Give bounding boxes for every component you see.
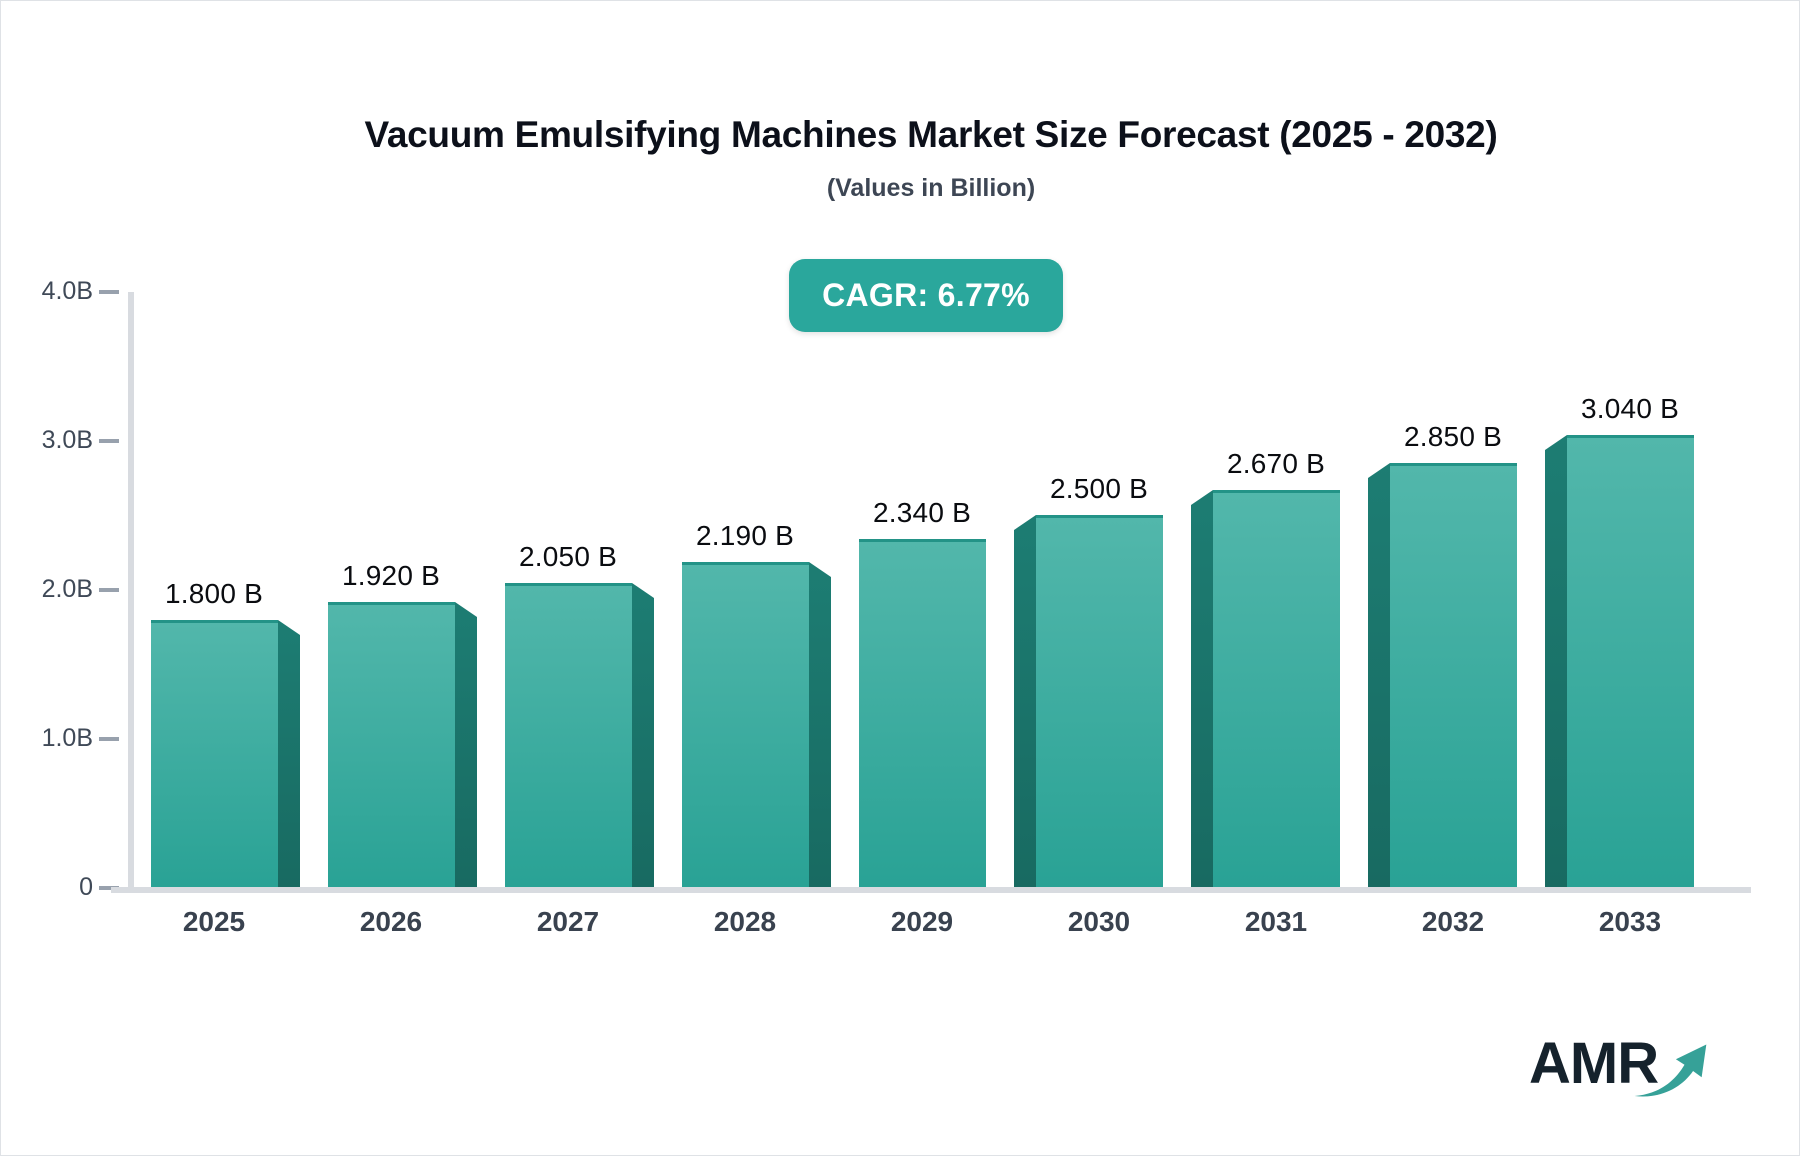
chart-subtitle: (Values in Billion) xyxy=(826,174,1036,202)
bar xyxy=(1036,515,1163,888)
x-axis-label: 2031 xyxy=(1244,906,1308,937)
bar-side-face xyxy=(1014,515,1036,888)
y-axis-tick xyxy=(99,737,119,741)
bar-value-label: 2.670 B xyxy=(1227,448,1325,479)
y-axis-tick-label: 0 xyxy=(79,873,93,901)
bar-side-face xyxy=(278,620,300,888)
x-axis-label: 2030 xyxy=(1067,906,1131,937)
y-axis-tick xyxy=(99,588,119,592)
bar-value-label: 2.190 B xyxy=(696,520,794,551)
amr-logo: AMR xyxy=(1529,1033,1719,1117)
chart-header: Vacuum Emulsifying Machines Market Size … xyxy=(61,1,1799,205)
x-axis-label: 2032 xyxy=(1421,906,1485,937)
bar-value-label: 2.500 B xyxy=(1050,473,1148,504)
bar xyxy=(859,539,986,888)
y-axis-tick-label: 1.0B xyxy=(41,724,93,752)
bar-value-label: 3.040 B xyxy=(1581,393,1679,424)
bar-value-label: 2.340 B xyxy=(873,497,971,528)
bar-value-label: 2.850 B xyxy=(1404,421,1502,452)
x-axis-label: 2026 xyxy=(359,906,423,937)
amr-logo-text: AMR xyxy=(1529,1031,1659,1096)
x-axis-label: 2025 xyxy=(182,906,246,937)
bar xyxy=(151,620,278,888)
bar xyxy=(1390,463,1517,888)
cagr-badge: CAGR: 6.77% xyxy=(789,259,1063,332)
bar-value-label: 2.050 B xyxy=(519,541,617,572)
y-axis-tick-label: 3.0B xyxy=(41,426,93,454)
chart-title: Vacuum Emulsifying Machines Market Size … xyxy=(364,114,1498,155)
bar-value-label: 1.800 B xyxy=(165,578,263,609)
bar-side-face xyxy=(1545,435,1567,888)
x-axis-line xyxy=(111,887,1751,893)
bar-side-face xyxy=(455,602,477,888)
cagr-badge-label: CAGR: 6.77% xyxy=(822,277,1030,313)
x-axis-label: 2033 xyxy=(1598,906,1662,937)
x-axis-label: 2027 xyxy=(536,906,600,937)
bar xyxy=(505,583,632,888)
bar-side-face xyxy=(632,583,654,888)
y-axis-line xyxy=(128,292,134,893)
bar-value-label: 1.920 B xyxy=(342,560,440,591)
bar xyxy=(1213,490,1340,888)
y-axis-tick-label: 2.0B xyxy=(41,575,93,603)
bar xyxy=(682,562,809,888)
bar-side-face xyxy=(809,562,831,888)
x-axis-label: 2028 xyxy=(713,906,777,937)
y-axis-tick xyxy=(99,886,119,890)
bar-side-face xyxy=(1191,490,1213,888)
y-axis-tick xyxy=(99,290,119,294)
growth-arrow-icon xyxy=(1634,1044,1707,1097)
bar xyxy=(1567,435,1694,888)
bar-side-face xyxy=(1368,463,1390,888)
y-axis-tick xyxy=(99,439,119,443)
y-axis-tick-label: 4.0B xyxy=(41,277,93,305)
x-axis-label: 2029 xyxy=(890,906,954,937)
bar xyxy=(328,602,455,888)
